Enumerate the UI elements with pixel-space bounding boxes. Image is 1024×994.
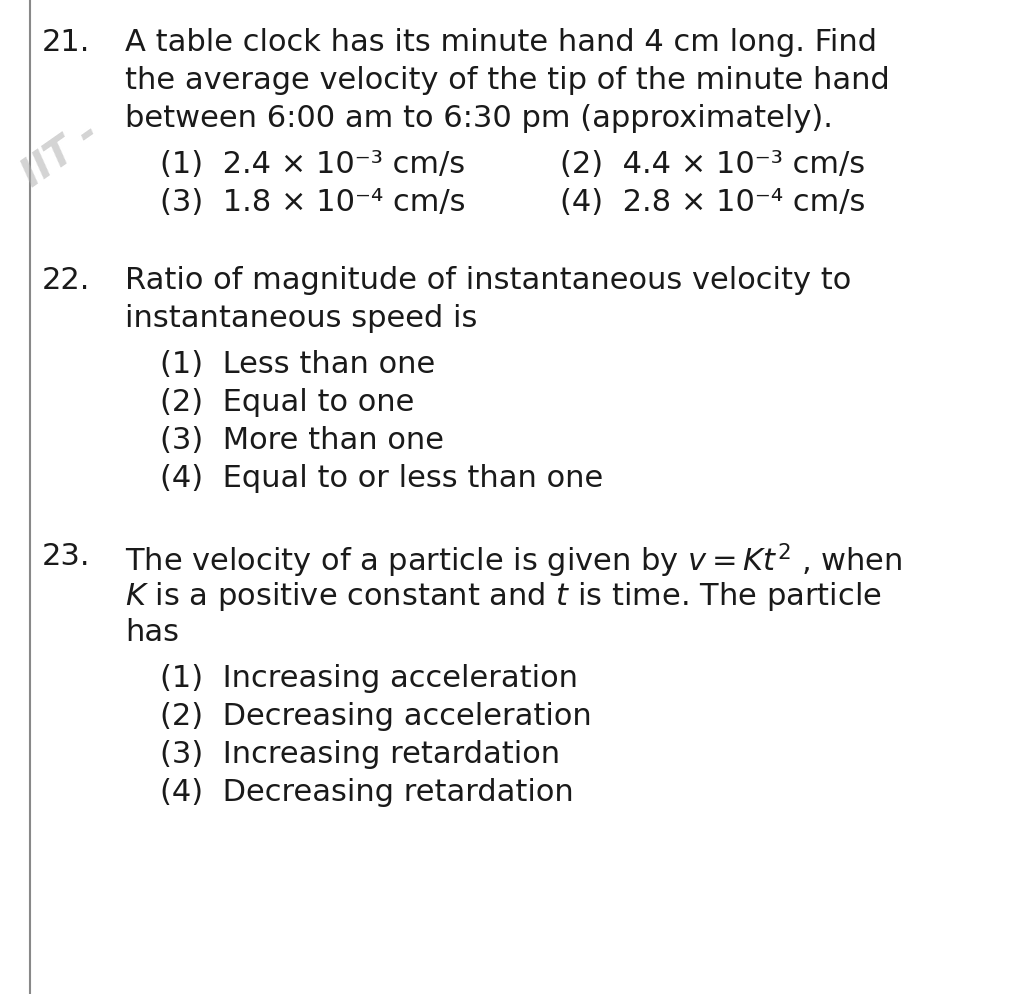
Text: (3)  More than one: (3) More than one (160, 425, 444, 454)
Text: (1)  Less than one: (1) Less than one (160, 350, 435, 379)
Text: The velocity of a particle is given by $v = Kt^2$ , when: The velocity of a particle is given by $… (125, 542, 902, 580)
Text: 21.: 21. (42, 28, 90, 57)
Text: instantaneous speed is: instantaneous speed is (125, 304, 477, 333)
Text: (2)  Decreasing acceleration: (2) Decreasing acceleration (160, 702, 592, 731)
Text: IIT -: IIT - (15, 115, 106, 195)
Text: (1)  Increasing acceleration: (1) Increasing acceleration (160, 663, 578, 692)
Text: (4)  Decreasing retardation: (4) Decreasing retardation (160, 777, 573, 806)
Text: has: has (125, 617, 179, 646)
Text: A table clock has its minute hand 4 cm long. Find: A table clock has its minute hand 4 cm l… (125, 28, 877, 57)
Text: (3)  Increasing retardation: (3) Increasing retardation (160, 740, 560, 768)
Text: $K$ is a positive constant and $t$ is time. The particle: $K$ is a positive constant and $t$ is ti… (125, 580, 882, 612)
Text: 22.: 22. (42, 265, 90, 294)
Text: (2)  4.4 × 10⁻³ cm/s: (2) 4.4 × 10⁻³ cm/s (560, 150, 865, 179)
Text: (1)  2.4 × 10⁻³ cm/s: (1) 2.4 × 10⁻³ cm/s (160, 150, 465, 179)
Text: between 6:00 am to 6:30 pm (approximately).: between 6:00 am to 6:30 pm (approximatel… (125, 104, 833, 133)
Text: Ratio of magnitude of instantaneous velocity to: Ratio of magnitude of instantaneous velo… (125, 265, 851, 294)
Text: (3)  1.8 × 10⁻⁴ cm/s: (3) 1.8 × 10⁻⁴ cm/s (160, 188, 466, 217)
Text: the average velocity of the tip of the minute hand: the average velocity of the tip of the m… (125, 66, 890, 94)
Text: 23.: 23. (42, 542, 90, 571)
Text: (4)  2.8 × 10⁻⁴ cm/s: (4) 2.8 × 10⁻⁴ cm/s (560, 188, 865, 217)
Text: (2)  Equal to one: (2) Equal to one (160, 388, 415, 416)
Text: (4)  Equal to or less than one: (4) Equal to or less than one (160, 463, 603, 492)
